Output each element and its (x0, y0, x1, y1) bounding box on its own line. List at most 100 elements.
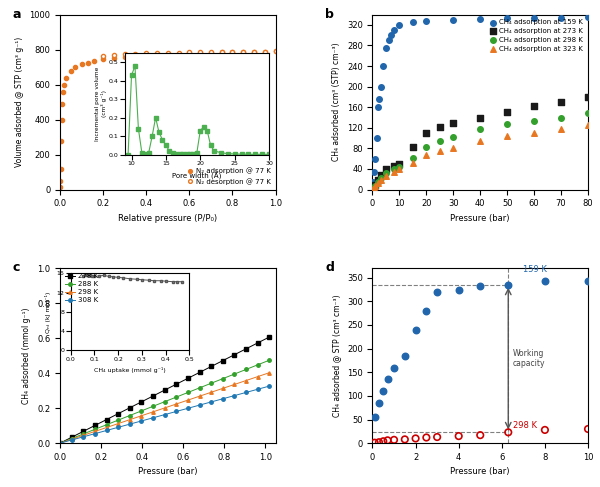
CH₄ adsorption at 273 K (368, 185, 378, 192)
Legend: CH₄ adsorption at 159 K, CH₄ adsorption at 273 K, CH₄ adsorption at 298 K, CH₄ a: CH₄ adsorption at 159 K, CH₄ adsorption … (488, 18, 584, 53)
298 K (262, 371, 269, 377)
CH₄ adsorption at 323 K (556, 125, 566, 133)
308 K (107, 427, 114, 432)
CH₄ adsorption at 298 K (389, 165, 399, 173)
CH₄ adsorption at 159 K (556, 14, 566, 21)
N₂ desorption @ 77 K (143, 51, 150, 56)
CH₄ adsorption at 273 K (435, 123, 445, 131)
CH₄ adsorption at 298 K (395, 163, 404, 171)
N₂ adsorption @ 77 K (261, 49, 268, 55)
CH₄ adsorption at 298 K (381, 169, 391, 177)
X-axis label: Pressure (bar): Pressure (bar) (451, 468, 510, 476)
298 K (400, 435, 410, 443)
N₂ adsorption @ 77 K (229, 49, 236, 55)
N₂ adsorption @ 77 K (58, 117, 65, 123)
X-axis label: Pressure (bar): Pressure (bar) (451, 214, 510, 223)
298 K (134, 414, 141, 420)
CH₄ adsorption at 323 K (368, 185, 378, 193)
278 K (242, 346, 250, 352)
CH₄ adsorption at 273 K (370, 181, 380, 189)
N₂ adsorption @ 77 K (218, 50, 225, 56)
N₂ desorption @ 77 K (132, 51, 139, 56)
CH₄ adsorption at 273 K (529, 102, 539, 110)
Text: 159 K: 159 K (523, 265, 547, 274)
Line: 298 K: 298 K (58, 371, 271, 445)
N₂ desorption @ 77 K (229, 49, 236, 55)
288 K (262, 359, 269, 365)
CH₄ adsorption at 159 K (502, 14, 512, 22)
CH₄ adsorption at 159 K (389, 26, 399, 34)
N₂ desorption @ 77 K (218, 49, 225, 55)
Y-axis label: CH₄ adsorbed (cm³ (STP) cm⁻³): CH₄ adsorbed (cm³ (STP) cm⁻³) (332, 43, 341, 161)
N₂ adsorption @ 77 K (132, 53, 139, 59)
CH₄ adsorption at 323 K (368, 185, 377, 193)
288 K (56, 440, 64, 446)
CH₄ adsorption at 323 K (381, 172, 391, 180)
CH₄ adsorption at 159 K (370, 168, 379, 175)
CH₄ adsorption at 298 K (435, 137, 445, 145)
CH₄ adsorption at 298 K (475, 125, 485, 133)
CH₄ adsorption at 273 K (408, 143, 418, 151)
CH₄ adsorption at 273 K (368, 185, 377, 193)
CH₄ adsorption at 323 K (475, 137, 485, 145)
CH₄ adsorption at 273 K (475, 113, 485, 121)
CH₄ adsorption at 298 K (376, 174, 385, 182)
CH₄ adsorption at 159 K (373, 103, 383, 111)
CH₄ adsorption at 323 K (370, 183, 380, 190)
CH₄ adsorption at 323 K (376, 176, 385, 184)
Line: N₂ desorption @ 77 K: N₂ desorption @ 77 K (101, 49, 278, 58)
CH₄ adsorption at 159 K (386, 31, 396, 39)
CH₄ adsorption at 298 K (556, 113, 566, 121)
CH₄ adsorption at 159 K (384, 37, 394, 44)
CH₄ adsorption at 159 K (583, 13, 593, 21)
298 K (370, 439, 379, 447)
298 K (540, 426, 550, 434)
N₂ desorption @ 77 K (110, 52, 118, 58)
X-axis label: Relative pressure (P/P₀): Relative pressure (P/P₀) (118, 214, 217, 223)
N₂ adsorption @ 77 K (110, 55, 118, 61)
CH₄ adsorption at 298 K (370, 182, 380, 190)
Text: d: d (325, 261, 334, 274)
CH₄ adsorption at 273 K (556, 98, 566, 106)
298 K (80, 432, 87, 438)
Text: 298 K: 298 K (512, 421, 536, 430)
278 K (95, 421, 103, 427)
Legend: 278 K, 288 K, 298 K, 308 K: 278 K, 288 K, 298 K, 308 K (64, 272, 100, 305)
298 K (242, 377, 250, 383)
298 K (389, 436, 399, 444)
N₂ adsorption @ 77 K (61, 82, 68, 88)
159 K (400, 352, 410, 359)
CH₄ adsorption at 298 K (408, 154, 418, 162)
CH₄ adsorption at 159 K (475, 15, 485, 22)
CH₄ adsorption at 159 K (529, 14, 539, 21)
159 K (433, 288, 442, 296)
CH₄ adsorption at 323 K (502, 132, 512, 140)
159 K (389, 364, 399, 372)
N₂ desorption @ 77 K (261, 49, 268, 55)
308 K (56, 440, 64, 446)
298 K (95, 427, 103, 433)
CH₄ adsorption at 298 K (529, 117, 539, 125)
CH₄ adsorption at 159 K (374, 95, 384, 103)
CH₄ adsorption at 159 K (370, 155, 380, 163)
159 K (383, 375, 392, 383)
CH₄ adsorption at 159 K (449, 16, 458, 24)
Text: b: b (325, 8, 334, 20)
N₂ adsorption @ 77 K (143, 53, 150, 58)
CH₄ adsorption at 273 K (381, 165, 391, 173)
298 K (107, 423, 114, 429)
CH₄ adsorption at 159 K (422, 17, 431, 25)
308 K (134, 419, 141, 425)
N₂ adsorption @ 77 K (58, 138, 65, 144)
N₂ adsorption @ 77 K (67, 68, 74, 74)
288 K (95, 425, 103, 431)
CH₄ adsorption at 298 K (583, 110, 593, 117)
159 K (411, 326, 421, 334)
N₂ desorption @ 77 K (207, 49, 214, 55)
288 K (80, 431, 87, 437)
159 K (379, 387, 388, 395)
CH₄ adsorption at 323 K (422, 151, 431, 159)
159 K (475, 282, 485, 290)
CH₄ adsorption at 323 K (389, 168, 399, 175)
CH₄ adsorption at 273 K (373, 176, 383, 184)
